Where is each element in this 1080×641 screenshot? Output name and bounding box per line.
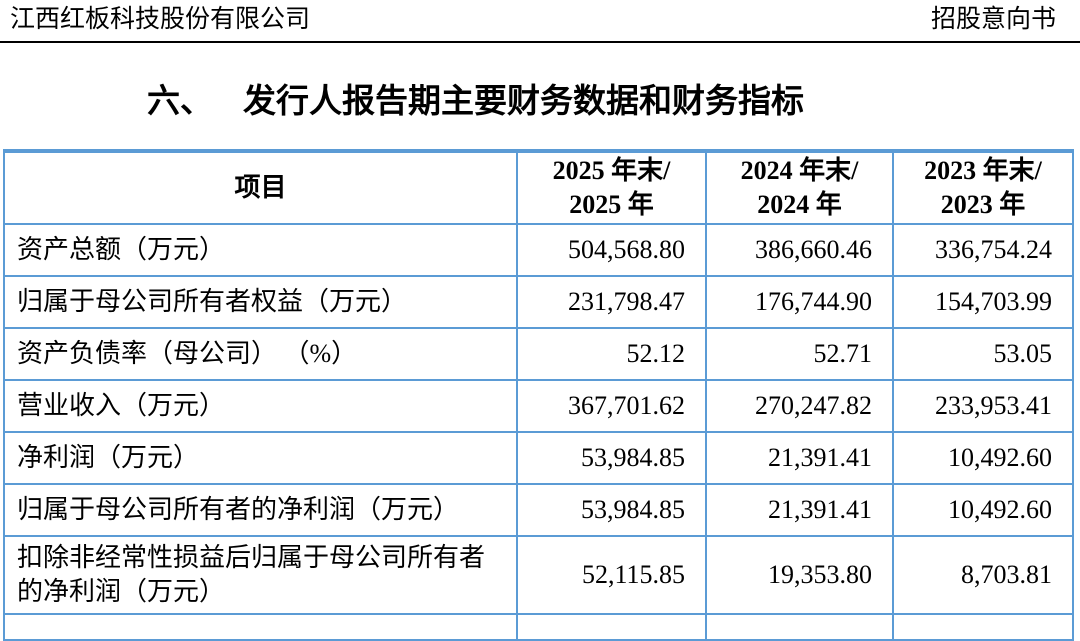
table-row: 归属于母公司所有者权益（万元） 231,798.47 176,744.90 15… bbox=[3, 275, 1074, 329]
section-title-text: 发行人报告期主要财务数据和财务指标 bbox=[243, 82, 804, 119]
value-cell: 8,703.81 bbox=[892, 535, 1074, 615]
value-cell: 154,703.99 bbox=[892, 275, 1074, 329]
column-header-2025-line2: 2025 年 bbox=[569, 190, 654, 219]
company-name: 江西红板科技股份有限公司 bbox=[10, 6, 311, 33]
financial-data-table: 项目 2025 年末/ 2025 年 2024 年末/ 2024 年 2023 … bbox=[3, 149, 1074, 641]
row-label: 归属于母公司所有者权益（万元） bbox=[3, 275, 518, 329]
row-label: 资产总额（万元） bbox=[3, 223, 518, 277]
value-cell: 52.12 bbox=[516, 327, 707, 381]
table-row: 净利润（万元） 53,984.85 21,391.41 10,492.60 bbox=[3, 431, 1074, 485]
value-cell: 53.05 bbox=[892, 327, 1074, 381]
value-cell: 504,568.80 bbox=[516, 223, 707, 277]
value-cell: 270,247.82 bbox=[705, 379, 894, 433]
column-header-2024-line1: 2024 年末/ bbox=[740, 156, 859, 185]
column-header-2023-line2: 2023 年 bbox=[940, 190, 1026, 219]
value-cell bbox=[892, 613, 1074, 641]
column-header-2024: 2024 年末/ 2024 年 bbox=[705, 150, 894, 225]
row-label: 归属于母公司所有者的净利润（万元） bbox=[3, 483, 518, 537]
section-title: 六、 发行人报告期主要财务数据和财务指标 bbox=[147, 79, 1080, 123]
value-cell: 53,984.85 bbox=[516, 431, 707, 485]
row-label: 净利润（万元） bbox=[3, 431, 518, 485]
value-cell: 231,798.47 bbox=[516, 275, 707, 329]
table-row: 扣除非经常性损益后归属于母公司所有者的净利润（万元） 52,115.85 19,… bbox=[3, 535, 1074, 615]
table-row: 资产负债率（母公司） （%） 52.12 52.71 53.05 bbox=[3, 327, 1074, 381]
value-cell: 21,391.41 bbox=[705, 431, 894, 485]
row-label: 营业收入（万元） bbox=[3, 379, 518, 433]
table-row: 资产总额（万元） 504,568.80 386,660.46 336,754.2… bbox=[3, 223, 1074, 277]
value-cell: 367,701.62 bbox=[516, 379, 707, 433]
value-cell: 53,984.85 bbox=[516, 483, 707, 537]
column-header-item: 项目 bbox=[3, 150, 518, 225]
value-cell: 336,754.24 bbox=[892, 223, 1074, 277]
column-header-2025-line1: 2025 年末/ bbox=[552, 156, 671, 185]
column-header-2023: 2023 年末/ 2023 年 bbox=[892, 150, 1074, 225]
row-label: 扣除非经常性损益后归属于母公司所有者的净利润（万元） bbox=[3, 535, 518, 615]
row-label bbox=[3, 613, 518, 641]
table-row: 归属于母公司所有者的净利润（万元） 53,984.85 21,391.41 10… bbox=[3, 483, 1074, 537]
section-number: 六、 bbox=[147, 82, 213, 119]
value-cell: 21,391.41 bbox=[705, 483, 894, 537]
table-header-row: 项目 2025 年末/ 2025 年 2024 年末/ 2024 年 2023 … bbox=[3, 150, 1074, 225]
column-header-2023-line1: 2023 年末/ bbox=[924, 156, 1042, 185]
row-label: 资产负债率（母公司） （%） bbox=[3, 327, 518, 381]
table-row-partial bbox=[3, 613, 1074, 641]
value-cell: 52.71 bbox=[705, 327, 894, 381]
value-cell: 10,492.60 bbox=[892, 431, 1074, 485]
value-cell: 233,953.41 bbox=[892, 379, 1074, 433]
column-header-2024-line2: 2024 年 bbox=[757, 190, 842, 219]
value-cell: 52,115.85 bbox=[516, 535, 707, 615]
document-type: 招股意向书 bbox=[930, 6, 1056, 33]
value-cell: 386,660.46 bbox=[705, 223, 894, 277]
column-header-2025: 2025 年末/ 2025 年 bbox=[516, 150, 707, 225]
table-row: 营业收入（万元） 367,701.62 270,247.82 233,953.4… bbox=[3, 379, 1074, 433]
value-cell bbox=[705, 613, 894, 641]
value-cell bbox=[516, 613, 707, 641]
value-cell: 10,492.60 bbox=[892, 483, 1074, 537]
value-cell: 19,353.80 bbox=[705, 535, 894, 615]
page-header: 江西红板科技股份有限公司 招股意向书 bbox=[0, 0, 1080, 43]
value-cell: 176,744.90 bbox=[705, 275, 894, 329]
